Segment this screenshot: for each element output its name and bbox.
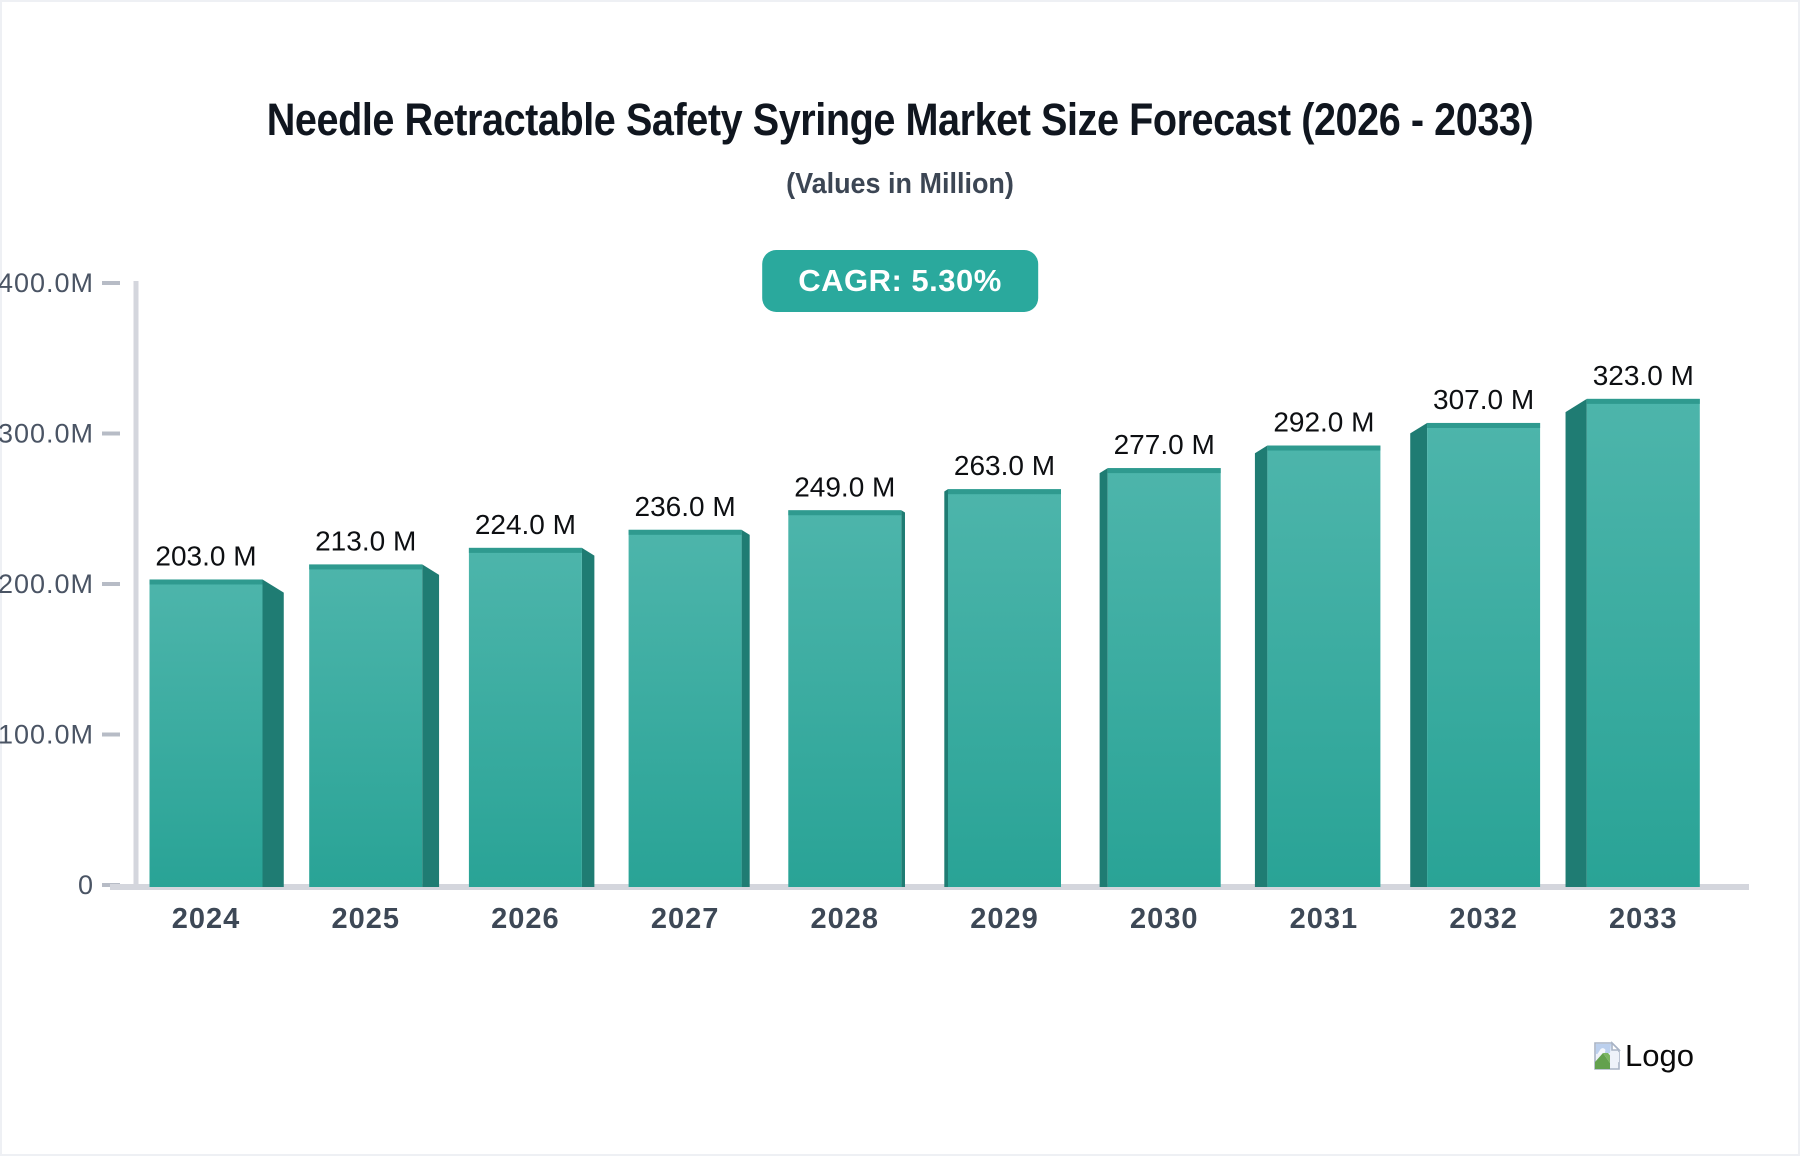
bar-2027: 236.0 M 2027: [628, 491, 750, 935]
y-axis-label: 300.0M: [0, 419, 94, 449]
x-axis-label: 2029: [970, 903, 1039, 935]
bar-value-label: 249.0 M: [794, 471, 895, 502]
bar-front-face: [788, 510, 902, 887]
bar-side-face: [581, 547, 595, 887]
x-axis-label: 2031: [1290, 903, 1359, 935]
x-axis-label: 2024: [172, 903, 241, 935]
bar-2024: 203.0 M 2024: [149, 540, 284, 935]
broken-image-icon: [1594, 1041, 1621, 1070]
bar-side-face: [422, 564, 440, 887]
bar-top-edge: [1427, 422, 1541, 428]
x-axis-label: 2025: [331, 903, 400, 935]
y-tick-mark: [102, 732, 120, 737]
bar-side-face: [1254, 445, 1268, 887]
bar-value-label: 277.0 M: [1114, 429, 1215, 460]
bar-2032: 307.0 M 2032: [1410, 384, 1541, 935]
logo-alt-text: Logo: [1625, 1038, 1694, 1073]
bar-2028: 249.0 M 2028: [788, 471, 905, 935]
bar-side-face: [741, 529, 750, 887]
bar-value-label: 323.0 M: [1593, 360, 1694, 391]
bar-value-label: 236.0 M: [635, 491, 736, 522]
bar-side-face: [1099, 468, 1108, 887]
bar-top-edge: [788, 510, 902, 516]
bar-value-label: 263.0 M: [954, 450, 1055, 481]
bar-side-face: [944, 489, 948, 887]
bar-value-label: 224.0 M: [475, 509, 576, 540]
bar-value-label: 203.0 M: [155, 540, 256, 571]
logo: Logo: [1591, 1038, 1694, 1074]
chart-subtitle: (Values in Million): [786, 168, 1014, 200]
x-axis-label: 2033: [1609, 903, 1678, 935]
x-axis-line: [110, 884, 1749, 890]
x-axis-label: 2032: [1449, 903, 1518, 935]
bar-top-edge: [628, 529, 742, 535]
bar-front-face: [1267, 445, 1381, 887]
x-axis-label: 2028: [811, 903, 880, 935]
bar-front-face: [309, 564, 423, 887]
cagr-badge: CAGR: 5.30%: [762, 250, 1038, 312]
bar-side-face: [1410, 422, 1428, 887]
y-axis-line: [133, 281, 139, 888]
bar-top-edge: [309, 564, 423, 570]
x-axis-label: 2026: [491, 903, 560, 935]
x-axis-label: 2027: [651, 903, 720, 935]
bar-2033: 323.0 M 2033: [1565, 360, 1700, 935]
bar-front-face: [1107, 468, 1221, 887]
bar-top-edge: [149, 579, 263, 585]
bar-top-edge: [1267, 445, 1381, 451]
bar-top-edge: [1586, 398, 1700, 404]
y-axis-label: 0: [78, 870, 94, 900]
bar-front-face: [149, 579, 263, 887]
bar-2026: 224.0 M 2026: [468, 509, 595, 935]
bar-front-face: [628, 529, 742, 887]
y-tick-mark: [102, 281, 120, 285]
bar-front-face: [948, 489, 1061, 887]
bar-front-face: [1586, 398, 1700, 887]
bar-side-face: [901, 510, 905, 887]
bar-side-face: [1565, 398, 1587, 887]
bar-2025: 213.0 M 2025: [309, 525, 440, 935]
bar-2031: 292.0 M 2031: [1254, 407, 1381, 935]
bar-top-edge: [948, 489, 1061, 495]
y-tick-mark: [102, 582, 120, 586]
bar-2029: 263.0 M 2029: [944, 450, 1061, 935]
bar-top-edge: [468, 547, 582, 553]
bar-top-edge: [1107, 468, 1221, 474]
bar-side-face: [262, 579, 284, 887]
bar-front-face: [1427, 422, 1541, 887]
y-tick-mark: [102, 431, 120, 436]
bar-2030: 277.0 M 2030: [1099, 429, 1221, 935]
y-axis-label: 400.0M: [0, 268, 94, 298]
y-axis-label: 200.0M: [0, 569, 94, 599]
y-axis-label: 100.0M: [0, 720, 94, 750]
chart-title: Needle Retractable Safety Syringe Market…: [266, 94, 1534, 145]
bar-value-label: 307.0 M: [1433, 384, 1534, 415]
x-axis-label: 2030: [1130, 903, 1199, 935]
bar-value-label: 292.0 M: [1273, 407, 1374, 438]
bar-front-face: [468, 547, 582, 887]
bar-value-label: 213.0 M: [315, 525, 416, 556]
